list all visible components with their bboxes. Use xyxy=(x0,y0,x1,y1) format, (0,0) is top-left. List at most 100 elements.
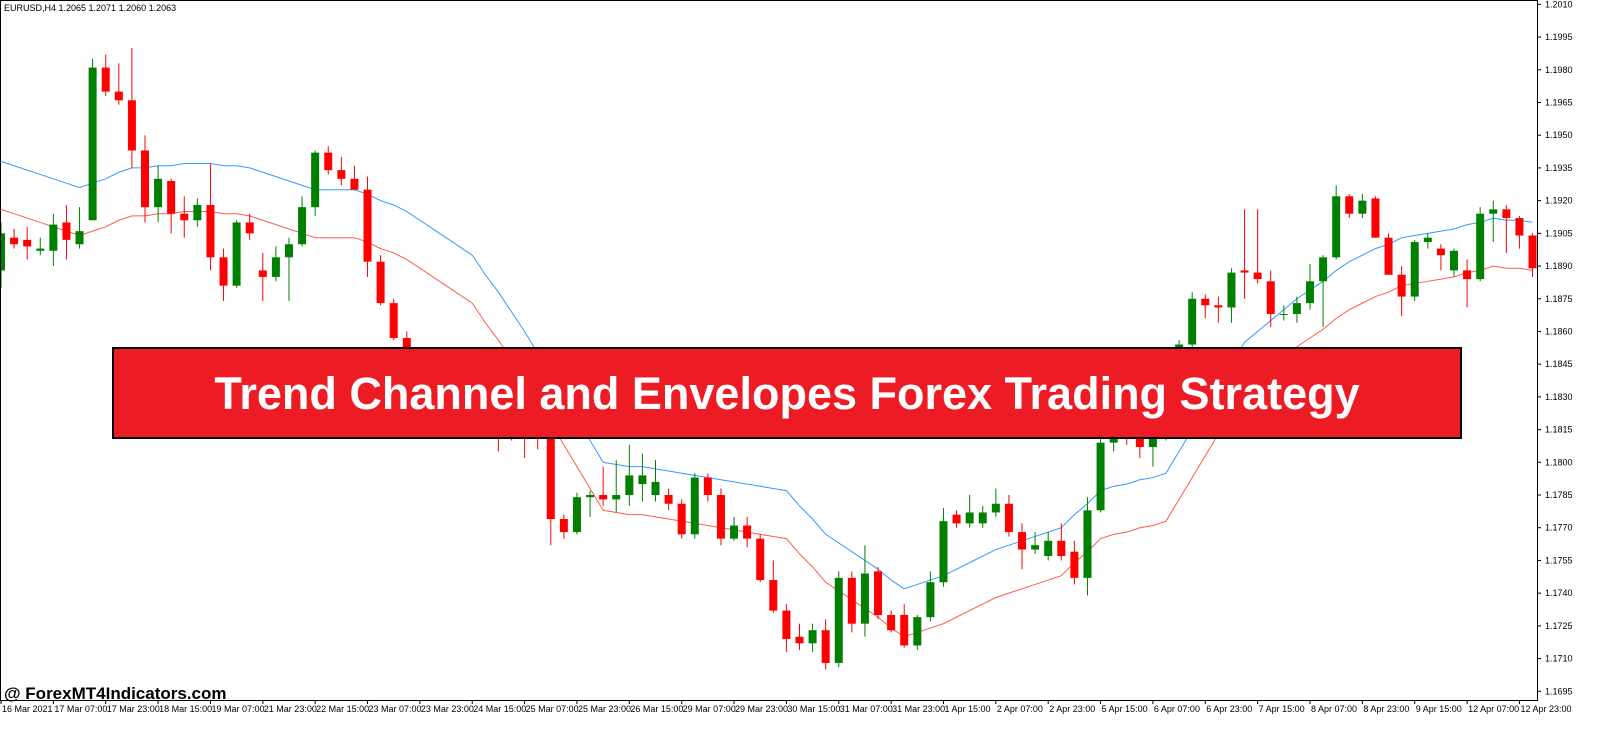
x-tick-label: 6 Apr 07:00 xyxy=(1154,704,1200,714)
chart-title: Trend Channel and Envelopes Forex Tradin… xyxy=(214,368,1359,419)
candle-body xyxy=(298,207,307,245)
candle-body xyxy=(677,503,686,535)
candle-body xyxy=(193,204,202,221)
candle-body xyxy=(245,222,254,234)
x-tick-label: 21 Mar 23:00 xyxy=(264,704,317,714)
y-tick-label: 1.1905 xyxy=(1545,228,1573,238)
candle-body xyxy=(795,636,804,644)
candle-body xyxy=(612,495,621,500)
candle-body xyxy=(0,233,5,271)
candle-body xyxy=(1018,532,1027,550)
candle-body xyxy=(1384,237,1393,275)
y-tick-label: 1.1710 xyxy=(1545,654,1573,664)
candle-body xyxy=(284,244,293,258)
candle-body xyxy=(1397,274,1406,297)
candle-body xyxy=(847,577,856,624)
candle-body xyxy=(769,580,778,611)
candle-body xyxy=(1358,200,1367,214)
candle-body xyxy=(206,204,215,258)
candle-body xyxy=(49,224,58,251)
candle-body xyxy=(1528,235,1537,269)
y-tick-label: 1.1920 xyxy=(1545,196,1573,206)
candle-body xyxy=(860,573,869,624)
candle-body xyxy=(1371,198,1380,238)
candle-body xyxy=(1502,209,1511,219)
y-tick-label: 1.1755 xyxy=(1545,555,1573,565)
candle-body xyxy=(756,538,765,581)
y-tick-label: 1.1845 xyxy=(1545,359,1573,369)
candle-body xyxy=(1227,272,1236,308)
x-tick-label: 8 Apr 23:00 xyxy=(1363,704,1409,714)
candle-body xyxy=(546,438,555,520)
candle-body xyxy=(887,614,896,631)
candle-body xyxy=(180,213,189,221)
x-tick-label: 9 Apr 15:00 xyxy=(1416,704,1462,714)
candle-body xyxy=(926,582,935,618)
watermark: @ ForexMT4Indicators.com xyxy=(4,684,227,703)
y-tick-label: 1.2010 xyxy=(1545,0,1573,9)
candle-body xyxy=(651,481,660,496)
candle-body xyxy=(638,475,647,485)
candle-body xyxy=(834,577,843,663)
candle-body xyxy=(743,525,752,539)
y-tick-label: 1.1695 xyxy=(1545,686,1573,696)
candle-body xyxy=(1332,196,1341,258)
x-tick-label: 24 Mar 15:00 xyxy=(473,704,526,714)
candle-body xyxy=(114,91,123,101)
y-tick-label: 1.1785 xyxy=(1545,490,1573,500)
candle-body xyxy=(232,222,241,286)
candle-body xyxy=(625,475,634,496)
candle-body xyxy=(324,152,333,171)
y-tick-label: 1.1950 xyxy=(1545,130,1573,140)
candle-body xyxy=(271,257,280,277)
x-tick-label: 7 Apr 15:00 xyxy=(1259,704,1305,714)
x-tick-label: 2 Apr 07:00 xyxy=(997,704,1043,714)
candle-body xyxy=(690,477,699,535)
candle-body xyxy=(127,100,136,151)
y-tick-label: 1.1875 xyxy=(1545,294,1573,304)
x-tick-label: 8 Apr 07:00 xyxy=(1311,704,1357,714)
candle-body xyxy=(1004,503,1013,533)
x-tick-label: 30 Mar 15:00 xyxy=(787,704,840,714)
x-tick-label: 26 Mar 15:00 xyxy=(630,704,683,714)
candle-body xyxy=(978,512,987,524)
x-tick-label: 18 Mar 15:00 xyxy=(159,704,212,714)
x-tick-label: 6 Apr 23:00 xyxy=(1206,704,1252,714)
candle-body xyxy=(258,270,267,277)
candle-body xyxy=(874,571,883,615)
candle-body xyxy=(1214,305,1223,308)
y-tick-label: 1.1830 xyxy=(1545,392,1573,402)
candle-body xyxy=(311,152,320,208)
y-tick-label: 1.1995 xyxy=(1545,32,1573,42)
x-tick-label: 1 Apr 15:00 xyxy=(944,704,990,714)
candle-body xyxy=(62,222,71,240)
x-tick-label: 2 Apr 23:00 xyxy=(1049,704,1095,714)
candle-body xyxy=(1031,545,1040,550)
x-tick-label: 29 Mar 07:00 xyxy=(683,704,736,714)
y-tick-label: 1.1860 xyxy=(1545,326,1573,336)
candle-body xyxy=(23,239,32,247)
x-tick-label: 31 Mar 07:00 xyxy=(840,704,893,714)
candle-body xyxy=(167,180,176,214)
candle-body xyxy=(939,521,948,583)
candle-body xyxy=(599,495,608,500)
candle-body xyxy=(389,303,398,339)
candle-body xyxy=(1345,196,1354,214)
candle-body xyxy=(965,512,974,524)
candle-body xyxy=(1279,314,1288,316)
x-tick-label: 12 Apr 23:00 xyxy=(1520,704,1571,714)
y-tick-label: 1.1725 xyxy=(1545,621,1573,631)
x-tick-label: 12 Apr 07:00 xyxy=(1468,704,1519,714)
candle-body xyxy=(1306,281,1314,304)
candle-body xyxy=(716,495,725,539)
y-tick-label: 1.1815 xyxy=(1545,425,1573,435)
x-tick-label: 22 Mar 15:00 xyxy=(316,704,369,714)
candle-body xyxy=(808,630,817,644)
candle-body xyxy=(36,248,45,251)
envelope-line xyxy=(0,160,1533,590)
candle-body xyxy=(1057,540,1066,557)
x-tick-label: 25 Mar 07:00 xyxy=(526,704,579,714)
candle-body xyxy=(1240,270,1249,273)
